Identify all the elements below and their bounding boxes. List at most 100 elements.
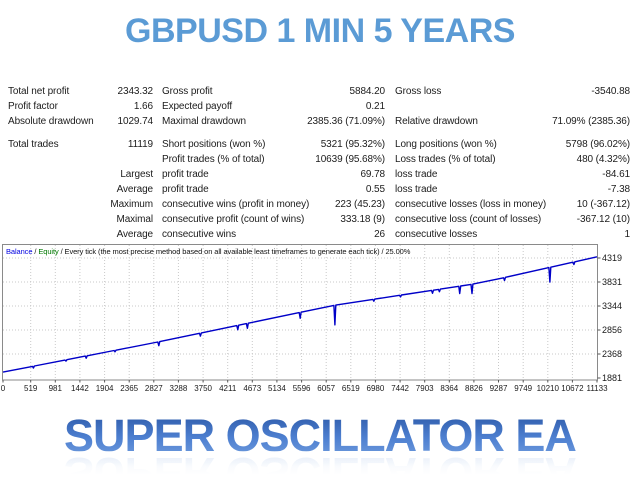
row-value-3: 1 xyxy=(624,229,631,240)
row-label-3: consecutive losses xyxy=(395,229,478,240)
row-value-1: Average xyxy=(116,229,153,240)
legend-equity-label: Equity xyxy=(38,247,59,256)
row-label-3: Long positions (won %) xyxy=(395,139,497,150)
svg-text:5596: 5596 xyxy=(293,384,311,393)
report-row: Profit factor 1.66 Expected payoff 0.21 xyxy=(8,99,630,114)
row-value-1: 1029.74 xyxy=(117,116,154,127)
footer-title: SUPER OSCILLATOR EA xyxy=(0,413,640,458)
svg-text:6980: 6980 xyxy=(367,384,385,393)
row-label-2: Expected payoff xyxy=(162,101,233,112)
svg-text:2856: 2856 xyxy=(602,325,622,335)
row-label-3 xyxy=(385,99,535,114)
row-value-3: -7.38 xyxy=(607,184,630,195)
row-label-2: profit trade xyxy=(162,184,209,195)
svg-text:3288: 3288 xyxy=(170,384,188,393)
row-value-3: -3540.88 xyxy=(591,86,630,97)
row-value-1: Average xyxy=(116,184,153,195)
row-value-3: -84.61 xyxy=(602,169,630,180)
row-label-3: Relative drawdown xyxy=(395,116,478,127)
report-row: Average profit trade 0.55 loss trade -7.38 xyxy=(8,182,630,197)
chart-legend: Balance / Equity / Every tick (the most … xyxy=(6,247,410,256)
svg-text:7903: 7903 xyxy=(416,384,434,393)
svg-text:3831: 3831 xyxy=(602,277,622,287)
row-label-3: loss trade xyxy=(395,184,438,195)
reflection-fade xyxy=(0,451,640,475)
row-label-2: Maximal drawdown xyxy=(162,116,246,127)
row-label-1: Total trades xyxy=(8,139,59,150)
report-table: Total net profit 2343.32 Gross profit 5884.… xyxy=(8,84,630,242)
row-value-3: 10 (-367.12) xyxy=(576,199,630,210)
svg-text:3344: 3344 xyxy=(602,301,622,311)
svg-text:11133: 11133 xyxy=(586,384,608,393)
row-label-1: Profit factor xyxy=(8,101,58,112)
svg-text:4319: 4319 xyxy=(602,253,622,263)
svg-text:9749: 9749 xyxy=(514,384,532,393)
row-label-3: Loss trades (% of total) xyxy=(395,154,496,165)
svg-text:1881: 1881 xyxy=(602,373,622,383)
row-label-1 xyxy=(8,152,98,167)
legend-balance-label: Balance xyxy=(6,247,33,256)
row-value-2: 223 (45.23) xyxy=(334,199,385,210)
report-row: Average consecutive wins 26 consecutive los… xyxy=(8,227,630,242)
row-value-2: 69.78 xyxy=(360,169,385,180)
row-value-2: 333.18 (9) xyxy=(340,214,385,225)
svg-text:4673: 4673 xyxy=(243,384,261,393)
report-row: Profit trades (% of total) 10639 (95.68%)… xyxy=(8,152,630,167)
page-title: GBPUSD 1 MIN 5 YEARS xyxy=(125,12,515,50)
row-value-3: 5798 (96.02%) xyxy=(565,139,630,150)
row-label-2: profit trade xyxy=(162,169,209,180)
svg-text:4211: 4211 xyxy=(219,384,237,393)
svg-text:2365: 2365 xyxy=(120,384,138,393)
row-label-2: Short positions (won %) xyxy=(162,139,266,150)
svg-text:519: 519 xyxy=(24,384,38,393)
report-trades-section: Total trades 11119 Short positions (won %)… xyxy=(8,137,630,242)
row-label-1: Total net profit xyxy=(8,86,70,97)
svg-text:1904: 1904 xyxy=(96,384,114,393)
svg-text:3750: 3750 xyxy=(194,384,212,393)
legend-description: / Every tick (the most precise method ba… xyxy=(58,247,411,256)
row-label-2: consecutive wins xyxy=(162,229,236,240)
row-label-1 xyxy=(8,227,98,242)
svg-text:8826: 8826 xyxy=(465,384,483,393)
row-label-1 xyxy=(8,197,98,212)
row-label-2: Profit trades (% of total) xyxy=(162,154,265,165)
report-row: Maximum consecutive wins (profit in money… xyxy=(8,197,630,212)
row-label-3: Gross loss xyxy=(395,86,442,97)
row-label-2: consecutive wins (profit in money) xyxy=(162,199,310,210)
svg-text:9287: 9287 xyxy=(490,384,508,393)
svg-text:6057: 6057 xyxy=(317,384,335,393)
row-label-2: consecutive profit (count of wins) xyxy=(162,214,305,225)
chart-svg: 4319 3831 3344 2856 2368 1881 0 519 981 1442 1904 2… xyxy=(1,244,622,393)
row-value-3 xyxy=(535,99,630,114)
row-label-3: consecutive losses (loss in money) xyxy=(395,199,547,210)
row-value-1: 1.66 xyxy=(133,101,153,112)
balance-chart: 4319 3831 3344 2856 2368 1881 0 519 981 1442 1904 2… xyxy=(0,244,640,396)
row-value-2: 10639 (95.68%) xyxy=(315,154,385,165)
report-row: Largest profit trade 69.78 loss trade -84.61 xyxy=(8,167,630,182)
svg-text:10210: 10210 xyxy=(537,384,560,393)
svg-text:10672: 10672 xyxy=(561,384,584,393)
report-row: Maximal consecutive profit (count of wins… xyxy=(8,212,630,227)
report-row: Total trades 11119 Short positions (won %)… xyxy=(8,137,630,152)
svg-text:1442: 1442 xyxy=(71,384,89,393)
row-value-1: 2343.32 xyxy=(117,86,154,97)
row-value-2: 26 xyxy=(374,229,385,240)
row-value-1: Maximum xyxy=(110,199,153,210)
row-value-3: 480 (4.32%) xyxy=(576,154,630,165)
row-label-1: Absolute drawdown xyxy=(8,116,94,127)
svg-text:981: 981 xyxy=(49,384,63,393)
svg-text:8364: 8364 xyxy=(440,384,458,393)
row-label-1 xyxy=(8,212,98,227)
row-label-3: consecutive loss (count of losses) xyxy=(395,214,542,225)
row-label-1 xyxy=(8,182,98,197)
svg-text:5134: 5134 xyxy=(268,384,286,393)
report-summary-section: Total net profit 2343.32 Gross profit 5884.… xyxy=(8,84,630,129)
row-label-3: loss trade xyxy=(395,169,438,180)
svg-text:7442: 7442 xyxy=(391,384,409,393)
svg-text:2827: 2827 xyxy=(145,384,163,393)
row-value-1: 11119 xyxy=(127,139,153,150)
row-value-1: Maximal xyxy=(116,214,153,225)
row-value-3: -367.12 (10) xyxy=(576,214,630,225)
legend-separator: / xyxy=(32,247,39,256)
